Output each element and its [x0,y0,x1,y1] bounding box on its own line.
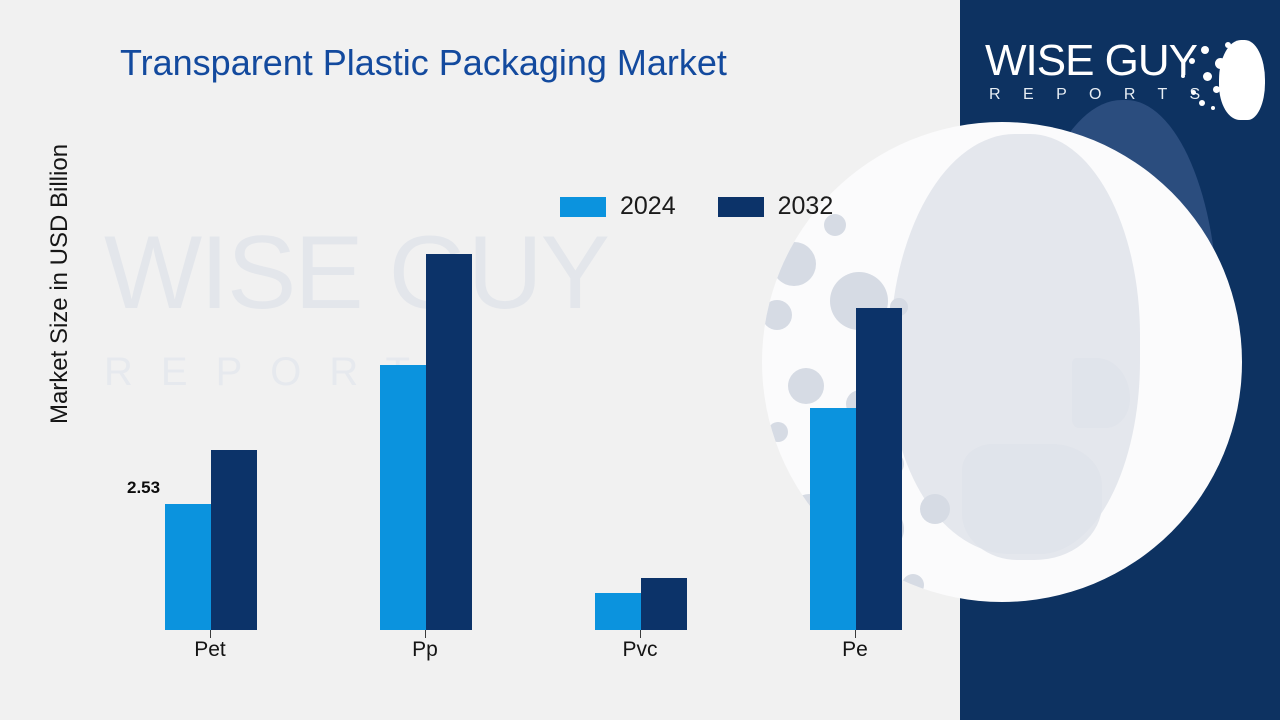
logo-dot [1227,70,1240,83]
y-axis-label: Market Size in USD Billion [46,143,73,425]
bar-pet-2024[interactable] [165,503,211,630]
wiseguy-reports-logo: WISE GUY R E P O R T S [985,36,1265,120]
logo-dot [1237,54,1245,62]
circle-dot [824,214,846,236]
logo-secondary-text: R E P O R T S [989,86,1210,103]
bar-pp-2032[interactable] [426,254,472,630]
circle-dot [902,574,924,596]
logo-dot [1235,108,1240,113]
plot-area: 2.53 Pet Pp Pvc Pe [100,230,930,661]
circle-dot [762,300,792,330]
circle-head-chin [962,444,1102,560]
legend-item-2024[interactable]: 2024 [560,192,676,221]
bar-group-pet: 2.53 Pet [127,230,257,661]
legend-label: 2032 [777,192,834,220]
bar-chart: Market Size in USD Billion 2024 2032 2.53… [46,143,930,661]
circle-dot [772,242,816,286]
logo-dot [1203,72,1212,81]
x-axis-label-pe: Pe [842,638,868,661]
bar-group-pp: Pp [380,230,472,661]
page-title: Transparent Plastic Packaging Market [120,42,727,83]
logo-dot [1199,100,1205,106]
circle-head-nose [1072,358,1130,428]
circle-dot [788,368,824,404]
logo-dot [1239,84,1245,90]
circle-dot [780,182,796,198]
x-axis-label-pvc: Pvc [622,638,658,661]
logo-head-icon [1181,38,1265,120]
bar-group-pvc: Pvc [595,230,687,661]
logo-dot [1189,58,1195,64]
legend-label: 2024 [620,192,676,220]
legend-swatch-2024 [560,196,606,217]
x-axis-tick [640,630,641,638]
bar-group-pe: Pe [810,230,902,661]
logo-head-nose [1247,72,1263,90]
chart-legend: 2024 2032 [560,192,833,221]
legend-item-2032[interactable]: 2032 [717,192,834,221]
logo-primary-text: WISE GUY [985,36,1198,85]
legend-swatch-2032 [717,196,764,217]
logo-dot [1225,42,1231,48]
bar-pp-2024[interactable] [380,364,426,630]
x-axis-tick [425,630,426,638]
bar-pe-2024[interactable] [810,408,856,630]
logo-dot [1191,90,1196,95]
bar-pvc-2032[interactable] [641,578,687,630]
circle-dot [920,494,950,524]
logo-dot [1201,46,1209,54]
x-axis-label-pet: Pet [194,638,226,661]
bar-value-label: 2.53 [127,477,161,497]
x-axis-tick [855,630,856,638]
x-axis-tick [210,630,211,638]
bar-pe-2032[interactable] [856,308,902,630]
bar-pet-2032[interactable] [211,450,257,630]
bar-pvc-2024[interactable] [595,593,641,630]
logo-dot [1181,74,1185,78]
x-axis-label-pp: Pp [412,638,438,661]
circle-dot [768,422,788,442]
logo-dot [1211,106,1215,110]
logo-dot [1215,58,1226,69]
logo-dot [1213,86,1220,93]
logo-dot [1225,96,1234,105]
